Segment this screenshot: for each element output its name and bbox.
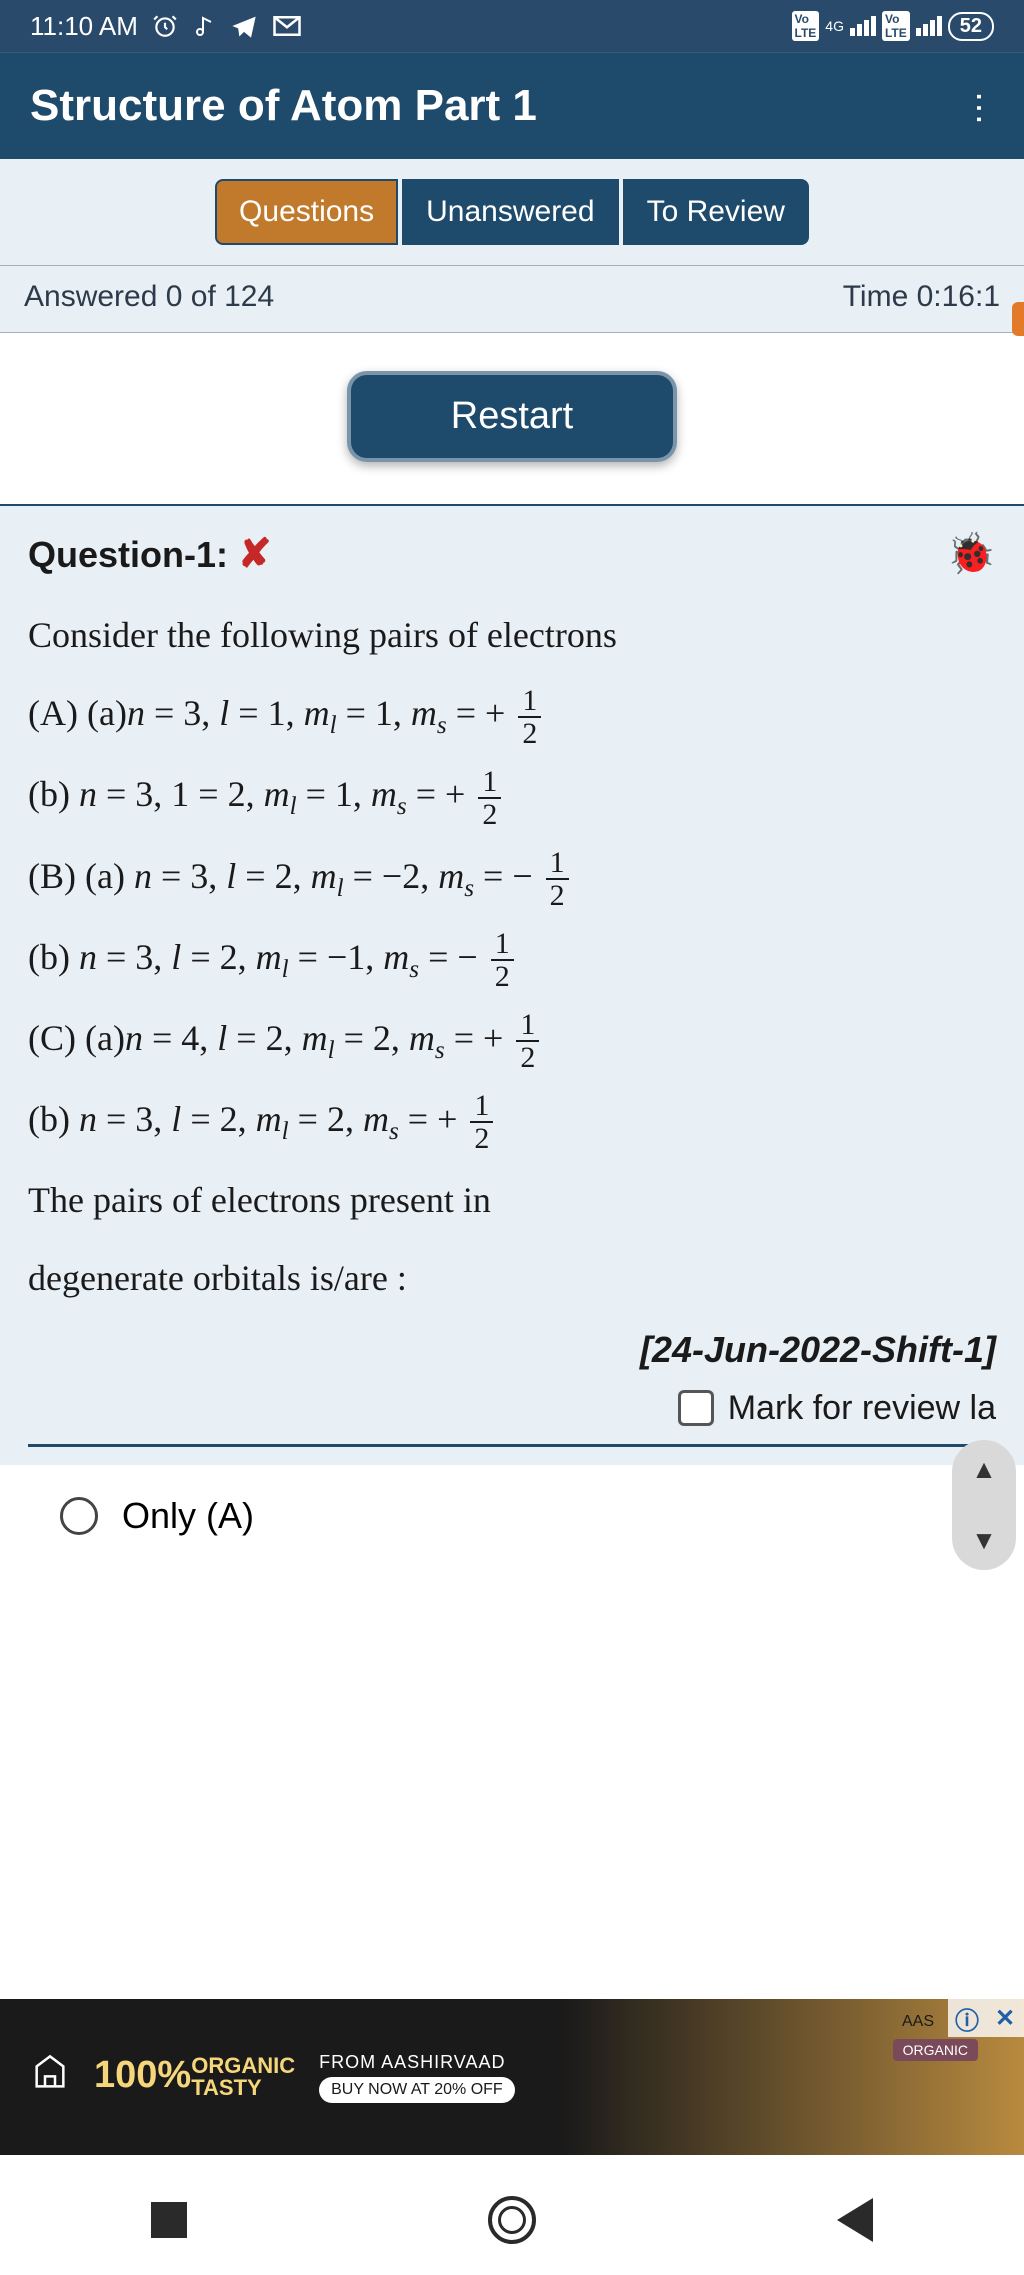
mark-label: Mark for review la	[728, 1389, 996, 1428]
options-list: Only (A)	[0, 1465, 1024, 1547]
status-time: 11:10 AM	[30, 11, 138, 42]
more-vert-icon: ⋯	[959, 91, 999, 121]
telegram-icon	[230, 12, 258, 40]
status-right: VoLTE 4G VoLTE 52	[792, 11, 995, 41]
gmail-icon	[272, 14, 302, 38]
question-intro: Consider the following pairs of electron…	[28, 601, 996, 669]
system-nav-bar	[0, 2165, 1024, 2275]
question-tail: The pairs of electrons present in	[28, 1166, 996, 1234]
status-bar: 11:10 AM VoLTE 4G VoLTE 52	[0, 0, 1024, 52]
battery-level: 52	[948, 12, 994, 41]
pair-line: (C) (a)n = 4, l = 2, ml = 2, ms = + 12	[28, 1004, 996, 1075]
ad-banner[interactable]: 100%ORGANICTASTY FROM AASHIRVAAD BUY NOW…	[0, 1999, 1024, 2155]
restart-area: Restart	[0, 333, 1024, 504]
scroll-down-icon: ▼	[971, 1525, 997, 1556]
ad-organic-tag: ORGANIC	[893, 2039, 978, 2061]
tab-questions[interactable]: Questions	[215, 179, 398, 245]
tab-unanswered[interactable]: Unanswered	[402, 179, 618, 245]
ad-brand: AAS	[902, 2013, 934, 2031]
pair-line: (b) n = 3, l = 2, ml = −1, ms = − 12	[28, 923, 996, 994]
tabs-row: Questions Unanswered To Review	[0, 159, 1024, 265]
scroll-up-icon: ▲	[971, 1454, 997, 1485]
pair-line: (b) n = 3, l = 2, ml = 2, ms = + 12	[28, 1085, 996, 1156]
more-button[interactable]: ⋯	[964, 86, 994, 126]
alarm-icon	[152, 13, 178, 39]
nav-back-icon[interactable]	[837, 2198, 873, 2242]
pair-line: (B) (a) n = 3, l = 2, ml = −2, ms = − 12	[28, 842, 996, 913]
ad-close-icon[interactable]: ✕	[986, 1999, 1024, 2037]
radio-icon	[60, 1497, 98, 1535]
ad-from: FROM AASHIRVAAD	[319, 2052, 515, 2073]
net-4g: 4G	[825, 18, 844, 34]
page-title: Structure of Atom Part 1	[30, 81, 537, 131]
answered-count: Answered 0 of 124	[24, 280, 274, 314]
report-bug-icon[interactable]: 🐞	[946, 530, 996, 577]
question-body: Consider the following pairs of electron…	[28, 601, 996, 1313]
signal-icon-2	[916, 16, 942, 36]
question-header: Question-1: ✘ 🐞	[28, 530, 996, 577]
option-a-label: Only (A)	[122, 1495, 254, 1537]
divider	[28, 1444, 996, 1447]
signal-icon-1	[850, 16, 876, 36]
volte-icon-1: VoLTE	[792, 11, 820, 41]
restart-button[interactable]: Restart	[347, 371, 677, 462]
nav-home-icon[interactable]	[488, 2196, 536, 2244]
app-header: Structure of Atom Part 1 ⋯	[0, 52, 1024, 159]
ad-headline: 100%ORGANICTASTY	[94, 2055, 295, 2099]
mark-row: Mark for review la	[28, 1389, 996, 1428]
scroll-fab[interactable]: ▲ ▼	[952, 1440, 1016, 1570]
option-a[interactable]: Only (A)	[60, 1495, 996, 1537]
stats-row: Answered 0 of 124 Time 0:16:1	[0, 265, 1024, 333]
volte-icon-2: VoLTE	[882, 11, 910, 41]
ad-controls: ⓘ ✕	[948, 1999, 1024, 2037]
question-number: Question-1:	[28, 534, 228, 575]
pair-line: (b) n = 3, 1 = 2, ml = 1, ms = + 12	[28, 760, 996, 831]
ad-logo-icon	[30, 2053, 70, 2101]
status-left: 11:10 AM	[30, 11, 302, 42]
question-source: [24-Jun-2022-Shift-1]	[28, 1329, 996, 1371]
time-elapsed: Time 0:16:1	[843, 280, 1000, 314]
question-tail: degenerate orbitals is/are :	[28, 1244, 996, 1312]
ad-cta[interactable]: BUY NOW AT 20% OFF	[319, 2077, 515, 2103]
side-nub[interactable]	[1012, 302, 1024, 336]
ad-info-icon[interactable]: ⓘ	[948, 1999, 986, 2037]
pair-line: (A) (a)n = 3, l = 1, ml = 1, ms = + 12	[28, 679, 996, 750]
music-icon	[192, 14, 216, 38]
tab-to-review[interactable]: To Review	[623, 179, 809, 245]
wrong-icon: ✘	[238, 532, 272, 576]
ad-copy: FROM AASHIRVAAD BUY NOW AT 20% OFF	[319, 2052, 515, 2103]
nav-recent-icon[interactable]	[151, 2202, 187, 2238]
question-panel: Question-1: ✘ 🐞 Consider the following p…	[0, 504, 1024, 1465]
mark-checkbox[interactable]	[678, 1390, 714, 1426]
